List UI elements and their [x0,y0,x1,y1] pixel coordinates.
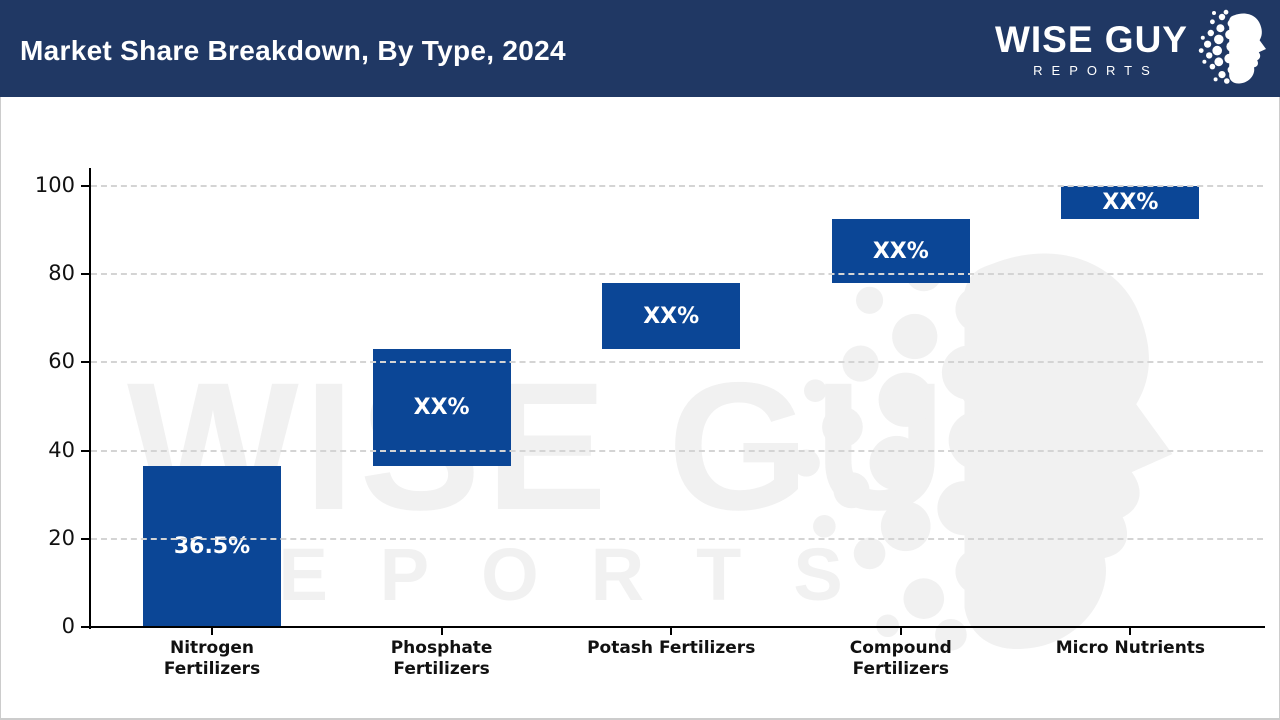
y-axis-tick-label-0: 0 [61,614,75,638]
category-label-compound-fertilizers: Compound Fertilizers [849,638,952,679]
gridline-60 [91,361,1263,364]
gridline-20 [91,537,1263,540]
x-axis-tick-micro-nutrients [1129,628,1132,635]
category-label-phosphate-fertilizers: Phosphate Fertilizers [390,638,493,679]
bar-compound-fertilizers: XX% [831,219,970,283]
waterfall-chart: WISE GUY REPORTS 0 20 40 60 80 100 36.5% Nitrog… [0,97,1280,720]
x-axis-tick-compound-fertilizers [899,628,902,635]
y-axis-tick-label-20: 20 [48,525,75,550]
x-axis-tick-potash-fertilizers [670,628,673,635]
y-axis-tick-label-40: 40 [48,437,75,462]
page-title: Market Share Breakdown, By Type, 2024 [20,35,566,66]
y-axis-tick-label-100: 100 [34,173,75,197]
y-axis-tick-80 [81,273,90,276]
x-axis-tick-nitrogen-fertilizers [211,628,213,635]
watermark-dotted-head-icon [743,215,1195,693]
bar-micro-nutrients: XX% [1061,186,1200,220]
bar-value-label-potash-fertilizers: XX% [643,303,700,329]
dotted-head-logo-icon [1190,8,1270,90]
gridline-40 [91,449,1263,452]
bar-nitrogen-fertilizers: 36.5% [143,466,281,627]
y-axis-tick-20 [81,537,90,540]
gridline-100 [91,185,1263,187]
x-axis-line [89,626,1265,628]
category-label-micro-nutrients: Micro Nutrients [1055,638,1206,658]
bar-value-label-micro-nutrients: XX% [1102,190,1159,216]
bar-value-label-phosphate-fertilizers: XX% [413,395,470,421]
y-axis-tick-60 [81,361,90,364]
y-axis-tick-label-80: 80 [48,261,75,286]
y-axis-tick-40 [81,449,90,452]
header-bar: Market Share Breakdown, By Type, 2024 WI… [0,0,1280,97]
y-axis-tick-0 [81,626,90,628]
x-axis-tick-phosphate-fertilizers [440,628,443,635]
brand-subtitle: REPORTS [1033,62,1159,78]
brand-logo-text: WISE GUY REPORTS [994,18,1188,79]
category-label-potash-fertilizers: Potash Fertilizers [587,638,756,658]
y-axis-tick-label-60: 60 [48,349,75,374]
category-label-nitrogen-fertilizers: Nitrogen Fertilizers [163,638,261,679]
y-axis-tick-100 [81,185,90,187]
bar-phosphate-fertilizers: XX% [372,349,511,467]
y-axis-line [89,168,91,629]
bar-potash-fertilizers: XX% [602,283,741,350]
gridline-80 [91,273,1263,276]
watermark-text-line2: REPORTS [173,533,895,616]
brand-logo: WISE GUY REPORTS [995,8,1270,90]
bar-value-label-compound-fertilizers: XX% [872,238,929,264]
brand-name: WISE GUY [994,18,1188,60]
